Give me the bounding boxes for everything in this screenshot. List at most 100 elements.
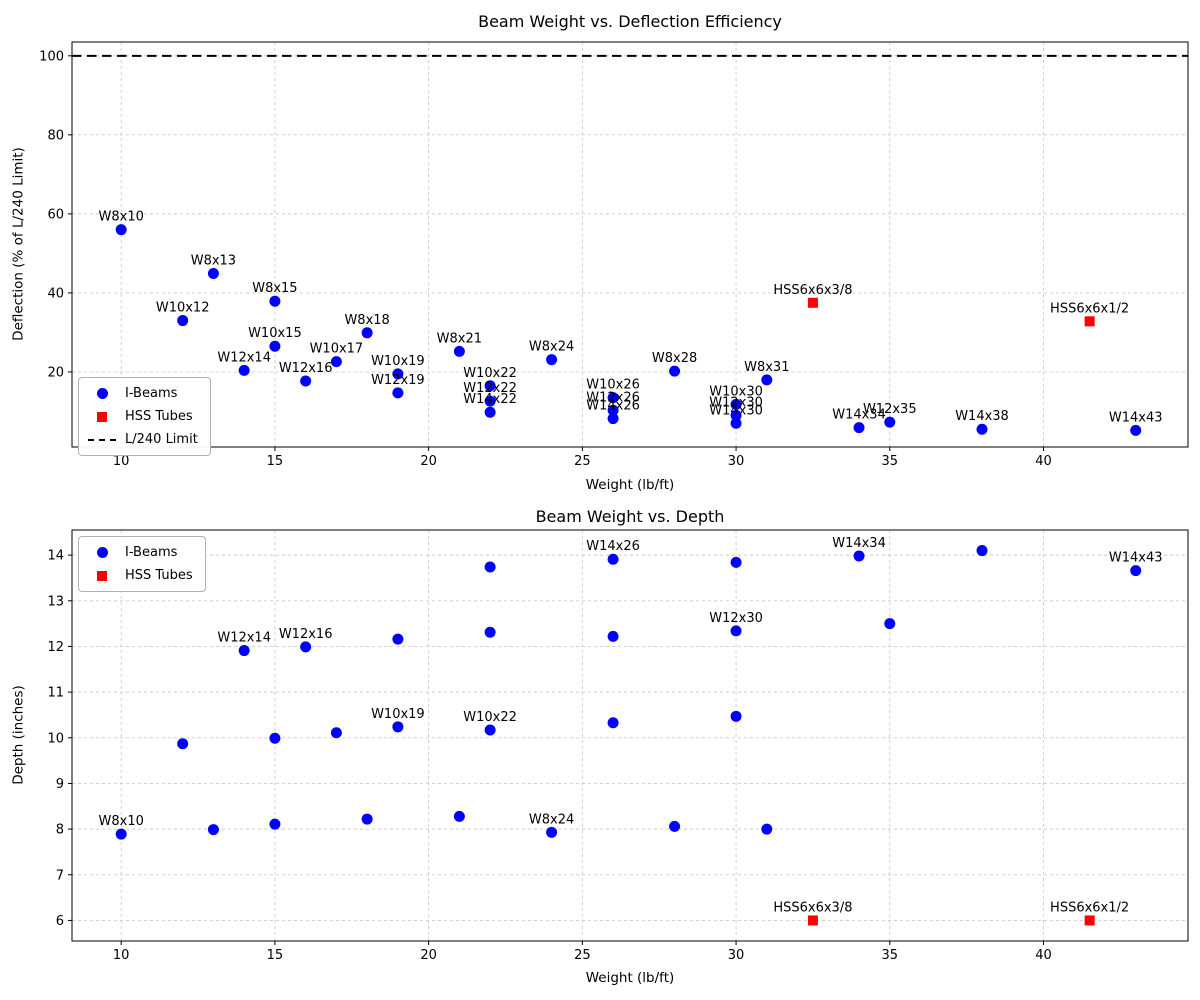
legend-item-HSS Tubes: HSS Tubes (88, 409, 198, 424)
data-point-W12x16 (300, 641, 312, 653)
point-label-W14x43: W14x43 (1109, 410, 1163, 425)
point-label-W10x17: W10x17 (310, 342, 364, 357)
point-label-W12x19: W12x19 (371, 373, 425, 388)
legend-label: HSS Tubes (125, 409, 193, 424)
point-label-W12x22: W12x22 (463, 381, 517, 396)
data-point-W10x15 (269, 732, 281, 744)
y-tick-label: 80 (47, 128, 64, 143)
y-tick-label: 6 (56, 914, 64, 929)
axes-frame (71, 41, 1189, 448)
data-point-HSS6x6x1/2 (1084, 915, 1095, 926)
point-label-W8x24: W8x24 (529, 812, 574, 827)
circle-marker-icon (88, 388, 116, 399)
depth-chart-xlabel: Weight (lb/ft) (585, 970, 675, 986)
point-label-W12x30: W12x30 (709, 395, 763, 410)
x-tick-label: 25 (574, 454, 591, 469)
point-label-W8x18: W8x18 (344, 313, 389, 328)
data-point-W10x30 (730, 398, 742, 410)
x-tick-label: 25 (574, 948, 591, 963)
x-tick-label: 20 (420, 454, 437, 469)
data-point-W10x17 (330, 356, 342, 368)
data-point-W8x24 (546, 354, 558, 366)
point-label-W12x16: W12x16 (279, 627, 333, 642)
data-point-W12x16 (300, 375, 312, 387)
point-label-W12x26: W12x26 (586, 390, 640, 405)
y-tick-label: 20 (47, 365, 64, 380)
data-point-W10x30 (730, 710, 742, 722)
x-tick-label: 10 (113, 948, 130, 963)
data-point-W8x13 (207, 268, 219, 280)
data-point-W10x17 (330, 727, 342, 739)
data-point-W8x13 (207, 824, 219, 836)
point-label-W12x14: W12x14 (217, 350, 271, 365)
legend-item-I-Beams: I-Beams (88, 386, 198, 401)
data-point-W8x24 (546, 826, 558, 838)
dashed-line-icon (88, 438, 116, 441)
y-tick-label: 8 (56, 823, 64, 838)
x-tick-label: 35 (882, 454, 899, 469)
legend-label: HSS Tubes (125, 568, 193, 583)
data-point-W8x28 (669, 365, 681, 377)
point-label-W8x10: W8x10 (99, 210, 144, 225)
data-point-W14x43 (1130, 424, 1142, 436)
data-point-W12x35 (884, 618, 896, 630)
point-label-W14x43: W14x43 (1109, 551, 1163, 566)
square-marker-icon (88, 570, 116, 581)
point-label-W10x30: W10x30 (709, 384, 763, 399)
series-I-Beams (115, 545, 1142, 840)
data-point-W14x22 (484, 406, 496, 418)
data-point-W10x19 (392, 721, 404, 733)
data-point-W10x22 (484, 724, 496, 736)
data-point-W12x30 (730, 625, 742, 637)
point-label-W10x12: W10x12 (156, 301, 210, 316)
point-label-W12x14: W12x14 (217, 631, 271, 646)
deflection-chart-xlabel: Weight (lb/ft) (585, 477, 675, 493)
depth-chart-ylabel: Depth (inches) (10, 685, 27, 785)
data-point-W12x19 (392, 633, 404, 645)
point-label-W10x19: W10x19 (371, 707, 425, 722)
point-label-W10x26: W10x26 (586, 378, 640, 393)
deflection-chart-ylabel: Deflection (% of L/240 Limit) (10, 147, 27, 341)
y-tick-label: 13 (47, 594, 64, 609)
point-label-W14x30: W14x30 (709, 403, 763, 418)
data-point-W12x35 (884, 416, 896, 428)
point-label-HSS6x6x3/8: HSS6x6x3/8 (773, 900, 852, 915)
data-point-W12x30 (730, 409, 742, 421)
data-point-W8x10 (115, 828, 127, 840)
point-label-HSS6x6x1/2: HSS6x6x1/2 (1050, 900, 1129, 915)
point-label-W14x26: W14x26 (586, 539, 640, 554)
depth-chart-legend: I-Beams HSS Tubes (78, 536, 206, 592)
data-point-W8x21 (453, 345, 465, 357)
series-I-Beams (115, 224, 1142, 436)
data-point-W14x26 (607, 553, 619, 565)
data-point-W8x15 (269, 818, 281, 830)
data-point-W12x22 (484, 395, 496, 407)
data-point-HSS6x6x3/8 (807, 915, 818, 926)
data-point-W8x15 (269, 295, 281, 307)
point-label-HSS6x6x3/8: HSS6x6x3/8 (773, 283, 852, 298)
y-tick-label: 11 (47, 686, 64, 701)
point-label-W14x26: W14x26 (586, 399, 640, 414)
point-label-W8x15: W8x15 (252, 281, 297, 296)
x-tick-label: 10 (113, 454, 130, 469)
y-tick-label: 12 (47, 640, 64, 655)
point-label-W14x34: W14x34 (832, 536, 886, 551)
point-label-HSS6x6x1/2: HSS6x6x1/2 (1050, 301, 1129, 316)
data-point-W14x30 (730, 417, 742, 429)
axes-frame (71, 529, 1189, 942)
square-marker-icon (88, 411, 116, 422)
legend-item-L/240 Limit: L/240 Limit (88, 432, 198, 447)
point-label-W14x22: W14x22 (463, 392, 517, 407)
gridlines (72, 530, 1188, 941)
data-point-W12x14 (238, 364, 250, 376)
y-tick-label: 10 (47, 731, 64, 746)
data-point-W8x21 (453, 810, 465, 822)
deflection-chart-legend: I-Beams HSS Tubes L/240 Limit (78, 377, 211, 456)
point-label-W10x15: W10x15 (248, 326, 302, 341)
data-point-W10x12 (177, 738, 189, 750)
data-point-W8x31 (761, 823, 773, 835)
data-point-W14x38 (976, 545, 988, 557)
data-point-HSS6x6x1/2 (1084, 316, 1095, 327)
circle-marker-icon (88, 547, 116, 558)
